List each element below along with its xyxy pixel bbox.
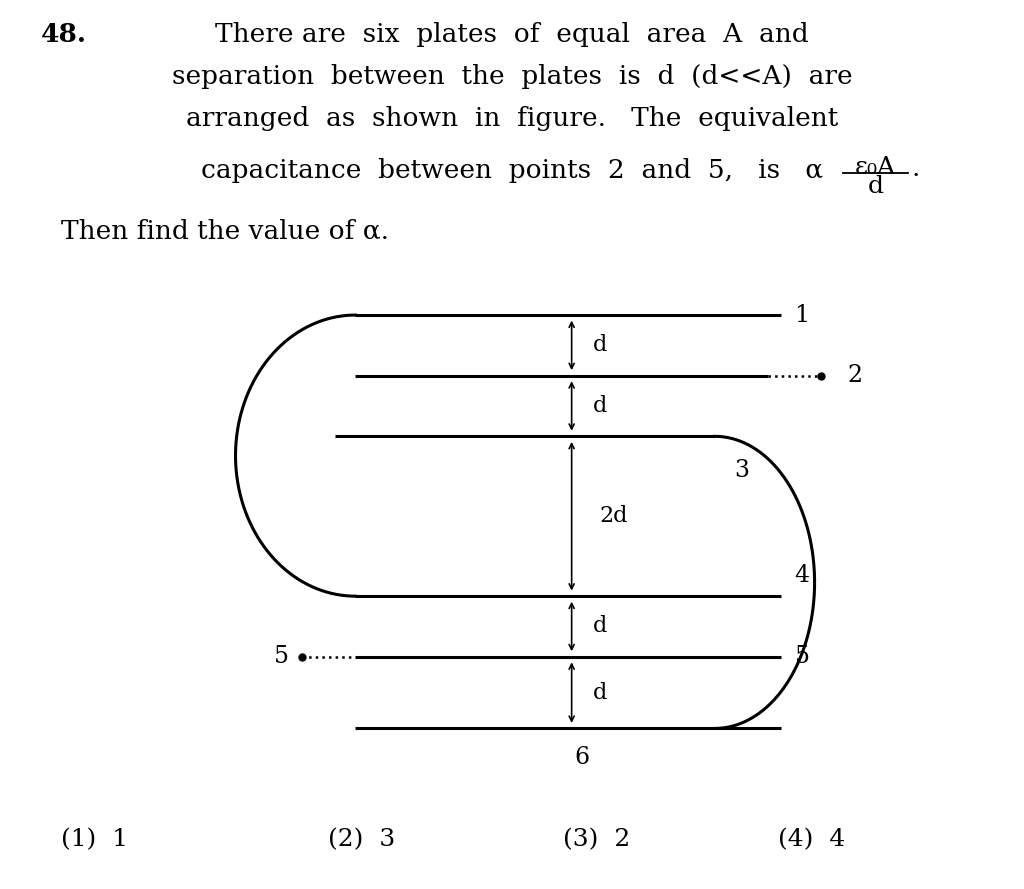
Text: (3)  2: (3) 2 <box>563 829 631 852</box>
Text: d: d <box>593 615 607 637</box>
Text: d: d <box>593 334 607 356</box>
Text: d: d <box>593 395 607 417</box>
Text: Then find the value of α.: Then find the value of α. <box>61 219 389 244</box>
Text: capacitance  between  points  2  and  5,   is   α: capacitance between points 2 and 5, is α <box>201 158 823 183</box>
Text: 1: 1 <box>795 303 810 326</box>
Text: (1)  1: (1) 1 <box>61 829 128 852</box>
Text: 5: 5 <box>273 645 289 669</box>
Text: ε₀A: ε₀A <box>855 156 896 179</box>
Text: 6: 6 <box>574 746 589 769</box>
Text: d: d <box>593 682 607 703</box>
Text: (4)  4: (4) 4 <box>778 829 846 852</box>
Text: 3: 3 <box>735 459 750 482</box>
Text: d: d <box>867 175 884 198</box>
Text: 2d: 2d <box>599 505 628 527</box>
Text: (2)  3: (2) 3 <box>328 829 395 852</box>
Text: 5: 5 <box>795 645 810 669</box>
Text: .: . <box>911 156 920 180</box>
Text: separation  between  the  plates  is  d  (d<<A)  are: separation between the plates is d (d<<A… <box>172 64 852 89</box>
Text: 48.: 48. <box>41 22 87 47</box>
Text: 2: 2 <box>848 364 863 388</box>
Text: 4: 4 <box>795 565 810 588</box>
Text: There are  six  plates  of  equal  area  A  and: There are six plates of equal area A and <box>215 22 809 47</box>
Text: arranged  as  shown  in  figure.   The  equivalent: arranged as shown in figure. The equival… <box>186 106 838 131</box>
